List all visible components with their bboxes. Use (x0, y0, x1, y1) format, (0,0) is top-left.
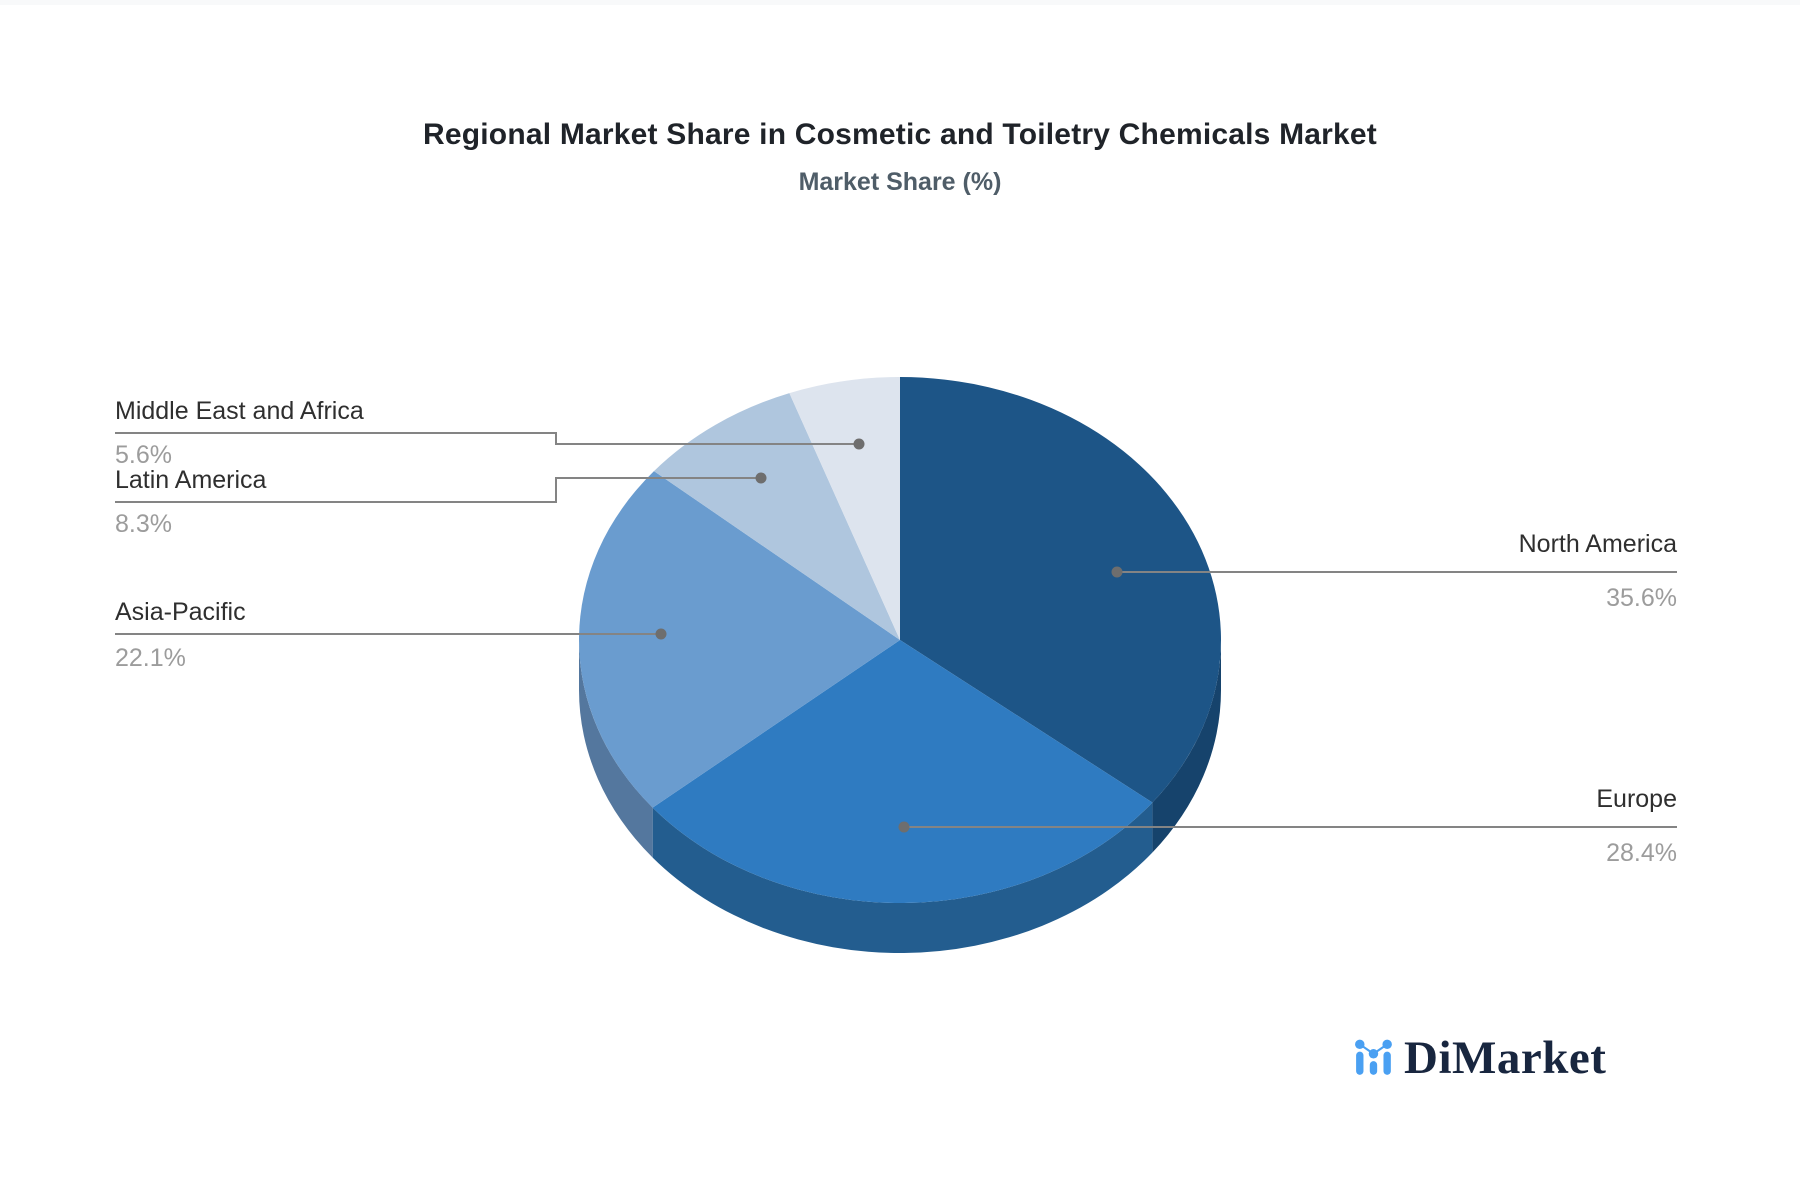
dimarket-logo: DiMarket (1354, 1032, 1606, 1084)
slice-percent-latin-america: 8.3% (115, 510, 172, 538)
pie-slice-latin-america[interactable] (653, 393, 900, 640)
leader-line-latin-america (115, 477, 761, 503)
logo-icon-bar-3 (1383, 1051, 1391, 1075)
chart-title: Regional Market Share in Cosmetic and To… (423, 118, 1377, 151)
chart-subtitle: Market Share (%) (798, 168, 1002, 196)
pie-slice-north-america[interactable] (900, 377, 1222, 803)
top-strip (0, 0, 1800, 5)
logo-icon-bar-2 (1369, 1061, 1378, 1075)
bar-chart-icon (1355, 1039, 1392, 1075)
pie-slice-side-asia-pacific (579, 640, 653, 858)
slice-percent-europe: 28.4% (1606, 839, 1677, 867)
slice-label-latin-america: Latin America (115, 466, 267, 494)
pie-slice-asia-pacific[interactable] (579, 471, 900, 808)
leader-line-middle-east-and-africa (115, 432, 859, 445)
leader-dot-europe (898, 821, 910, 833)
slice-label-north-america: North America (1518, 530, 1677, 558)
pie-slice-side-europe (652, 802, 1153, 953)
pie-slice-europe[interactable] (652, 640, 1153, 903)
slice-label-europe: Europe (1596, 785, 1677, 813)
leader-dot-middle-east-and-africa (853, 438, 865, 450)
slice-label-middle-east-and-africa: Middle East and Africa (115, 397, 364, 425)
pie-slice-middle-east-and-africa[interactable] (789, 377, 900, 640)
logo-text: DiMarket (1404, 1032, 1607, 1084)
slice-label-asia-pacific: Asia-Pacific (115, 598, 246, 626)
logo-icon-bar-1 (1356, 1051, 1364, 1075)
logo-icon-dot-3 (1382, 1039, 1392, 1050)
leader-dot-north-america (1111, 566, 1123, 578)
slice-percent-asia-pacific: 22.1% (115, 644, 186, 672)
leader-dot-asia-pacific (655, 628, 667, 640)
pie-slice-side-north-america (1152, 640, 1221, 853)
logo-icon-dot-1 (1355, 1039, 1365, 1050)
slice-percent-middle-east-and-africa: 5.6% (115, 441, 172, 469)
logo-icon-dot-2 (1368, 1049, 1379, 1059)
leader-dot-latin-america (755, 472, 767, 484)
slice-percent-north-america: 35.6% (1606, 584, 1677, 612)
